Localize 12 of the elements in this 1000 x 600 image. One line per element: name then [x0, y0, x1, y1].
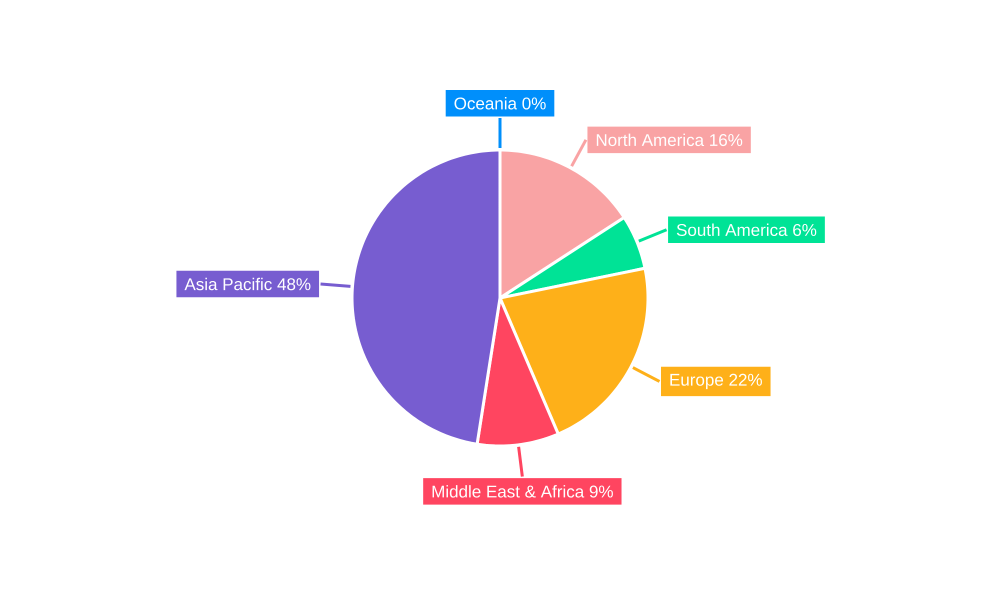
data-label: 22%	[729, 374, 762, 386]
text: 0%	[522, 97, 546, 110]
data-label: 48%	[277, 278, 310, 290]
slice-label: Europe	[670, 374, 724, 390]
data-label: 9%	[590, 486, 613, 498]
data-label: 16%	[710, 134, 742, 146]
slice-label: South America	[676, 224, 788, 236]
slice-label: Middle East & Africa	[432, 485, 584, 498]
slice-label: North America	[596, 134, 704, 146]
slice-label: Asia Pacific	[184, 278, 272, 290]
category-label: Oceania	[454, 97, 518, 110]
data-label: 6%	[793, 224, 816, 236]
